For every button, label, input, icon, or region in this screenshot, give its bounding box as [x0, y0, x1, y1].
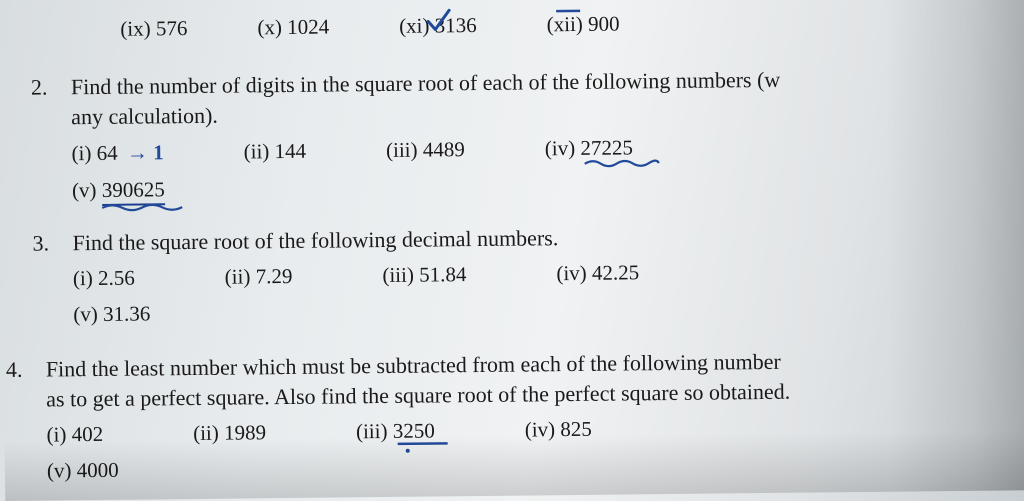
opt-value: 1989 [224, 420, 266, 444]
page: (ix) 576 (x) 1024 (xi) 3136 (xii) 900 2.… [0, 0, 1024, 501]
opt-label: (v) [47, 458, 72, 482]
opt-v: (v) 390625 [72, 175, 165, 206]
opt-value: 4000 [77, 458, 119, 482]
opt-ii: (ii) 1989 [193, 418, 266, 447]
cutoff-text: Find th [77, 493, 1009, 501]
opt-label: (v) [73, 302, 98, 326]
opt-value: 390625 [102, 175, 165, 206]
opt-ii: (ii) 144 [244, 137, 307, 166]
opt-label: (x) [257, 15, 282, 39]
opt-label: (v) [72, 178, 97, 202]
opt-label: (iv) [556, 261, 587, 285]
opt-value: 825 [560, 417, 592, 441]
opt-value: 4489 [423, 138, 465, 162]
opt-xi: (xi) 3136 [399, 13, 477, 39]
opt-ix: (ix) 576 [120, 16, 187, 42]
opt-i: (i) 64 → 1 [71, 139, 163, 168]
opt-label: (xii) [547, 12, 583, 36]
opt-value: 900 [588, 12, 620, 36]
opt-label: (i) [71, 141, 91, 165]
opt-value: 3136 [435, 13, 477, 37]
opt-value: 51.84 [419, 262, 466, 286]
opt-value: 64 [97, 141, 118, 165]
question-text-line1: Find the number of digits in the square … [71, 67, 781, 99]
question-number: 2. [31, 72, 71, 100]
opt-value: 576 [156, 16, 188, 40]
question-3: 3. Find the square root of the following… [32, 219, 1007, 338]
question-body: Find the number of digits in the square … [71, 62, 1006, 214]
opt-label: (iii) [356, 419, 388, 443]
opt-v: (v) 31.36 [73, 300, 150, 329]
opt-label: (iv) [545, 136, 576, 160]
question-body: Find the least number which must be subt… [46, 345, 1009, 493]
opt-iii: (iii) 51.84 [382, 260, 466, 289]
opt-value: 1024 [287, 15, 329, 39]
handwritten-mark: → 1 [127, 141, 164, 165]
opt-value: 3250 [393, 418, 435, 442]
opt-label: (ii) [244, 140, 270, 164]
opt-label: (i) [46, 422, 66, 446]
question-text-line1: Find the least number which must be subt… [46, 349, 781, 382]
opt-label: (iii) [382, 262, 414, 286]
question-3-options: (i) 2.56 (ii) 7.29 (iii) 51.84 (iv) 42.2… [73, 254, 1008, 336]
question-text: Find the square root of the following de… [72, 225, 558, 255]
question-text-line2: any calculation). [71, 102, 218, 129]
question-number: 4. [6, 355, 46, 383]
opt-v: (v) 4000 [47, 456, 119, 485]
opt-ii: (ii) 7.29 [225, 262, 293, 291]
opt-x: (x) 1024 [257, 15, 329, 41]
question-number: 3. [32, 228, 72, 256]
opt-iv: (iv) 27225 [545, 134, 633, 163]
opt-label: (iv) [525, 417, 556, 441]
opt-i: (i) 2.56 [73, 263, 135, 292]
opt-iv: (iv) 42.25 [556, 258, 639, 287]
prev-question-options: (ix) 576 (x) 1024 (xi) 3136 (xii) 900 [120, 7, 1004, 41]
opt-value: 7.29 [256, 264, 293, 288]
opt-value: 144 [274, 139, 306, 163]
opt-label: (ii) [193, 421, 219, 445]
opt-iv: (iv) 825 [525, 415, 592, 444]
opt-value: 402 [72, 422, 104, 446]
opt-value: 31.36 [103, 302, 150, 326]
question-2-options: (i) 64 → 1 (ii) 144 (iii) 4489 (iv) 2722… [71, 130, 1006, 214]
opt-label: (iii) [386, 138, 418, 162]
question-2: 2. Find the number of digits in the squa… [31, 62, 1006, 214]
question-body: Find the square root of the following de… [72, 219, 1007, 337]
opt-iii: (iii) 4489 [386, 136, 465, 165]
opt-i: (i) 402 [46, 420, 103, 449]
opt-value: 2.56 [98, 265, 135, 289]
question-4-options: (i) 402 (ii) 1989 (iii) 3250 (iv) [46, 410, 1009, 493]
opt-label: (ii) [225, 264, 251, 288]
opt-label: (ix) [120, 16, 151, 40]
question-4: 4. Find the least number which must be s… [6, 345, 1009, 494]
opt-label: (xi) [399, 14, 430, 38]
opt-label: (i) [73, 266, 93, 290]
question-text-line2: as to get a perfect square. Also find th… [46, 379, 790, 412]
opt-iii: (iii) 3250 [356, 416, 435, 445]
opt-value: 42.25 [592, 260, 639, 284]
opt-value: 27225 [580, 136, 633, 161]
opt-xii: (xii) 900 [547, 12, 620, 38]
